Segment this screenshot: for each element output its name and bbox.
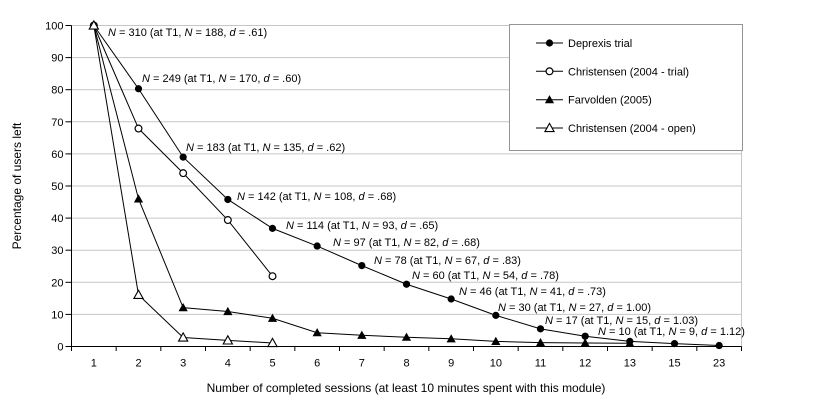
y-tick-label: 0	[57, 342, 63, 354]
y-tick-label: 20	[51, 277, 63, 289]
marker-deprexis-trial	[715, 341, 723, 350]
marker-farvolden-2005	[312, 328, 322, 337]
series-christensen-2004-open	[88, 19, 279, 348]
marker-deprexis-trial	[492, 311, 500, 319]
x-tick-label: 12	[579, 358, 591, 370]
legend-label: Christensen (2004 - open)	[568, 123, 696, 135]
marker-christensen-2004-open	[88, 19, 100, 30]
marker-christensen-2004-open	[266, 337, 279, 348]
marker-farvolden-2005	[178, 303, 188, 312]
data-label-annotation: N = 60 (at T1, N = 54, d = .78)	[412, 270, 559, 282]
x-tick-label: 8	[403, 358, 409, 370]
legend-entry-deprexis-trial: Deprexis trial	[536, 38, 632, 50]
data-label-annotation: N = 46 (at T1, N = 41, d = .73)	[459, 286, 606, 298]
marker-christensen-2004-trial	[268, 272, 277, 281]
data-label-annotation: N = 310 (at T1, N = 188, d = .61)	[108, 27, 267, 39]
x-tick-label: 4	[225, 358, 231, 370]
x-tick-label: 3	[180, 358, 186, 370]
x-tick-label: 5	[269, 358, 275, 370]
x-tick-label: 1	[91, 358, 97, 370]
y-axis-title: Percentage of users left	[10, 122, 24, 249]
marker-farvolden-2005	[491, 336, 501, 345]
y-tick-label: 90	[51, 53, 63, 65]
data-label-annotation: N = 142 (at T1, N = 108, d = .68)	[237, 191, 396, 203]
marker-deprexis-trial	[179, 153, 187, 161]
marker-deprexis-trial	[268, 224, 277, 232]
y-tick-label: 10	[51, 309, 63, 321]
data-label-annotation: N = 249 (at T1, N = 170, d = .60)	[142, 73, 301, 85]
x-tick-label: 6	[314, 358, 320, 370]
x-axis-title: Number of completed sessions (at least 1…	[207, 381, 606, 395]
y-tick-label: 70	[51, 117, 63, 129]
y-tick-label: 40	[51, 213, 63, 225]
data-label-annotation: N = 10 (at T1, N = 9, d = 1.12)	[598, 326, 745, 338]
data-label-annotation: N = 114 (at T1, N = 93, d = .65)	[286, 220, 438, 232]
marker-deprexis-trial	[358, 262, 366, 270]
legend-marker-open-triangle-icon	[543, 122, 556, 133]
marker-farvolden-2005	[401, 332, 412, 341]
y-tick-label: 60	[51, 149, 63, 161]
x-tick-label: 2	[135, 358, 141, 370]
x-tick-label: 7	[359, 358, 365, 370]
marker-farvolden-2005	[133, 194, 144, 203]
legend: Deprexis trial Christensen (2004 - trial)…	[509, 24, 743, 151]
legend-marker-filled-circle-icon	[545, 39, 554, 47]
marker-farvolden-2005	[580, 338, 590, 347]
marker-farvolden-2005	[446, 334, 456, 343]
marker-farvolden-2005	[267, 313, 278, 322]
marker-christensen-2004-trial	[134, 124, 143, 133]
data-label-annotation: N = 17 (at T1, N = 15, d = 1.03)	[545, 315, 698, 327]
legend-label: Deprexis trial	[568, 38, 632, 50]
legend-entry-farvolden-2005: Farvolden (2005)	[536, 95, 652, 107]
marker-deprexis-trial	[313, 242, 321, 250]
x-tick-label: 23	[713, 358, 725, 370]
data-label-annotation: N = 30 (at T1, N = 27, d = 1.00)	[498, 302, 651, 314]
marker-farvolden-2005	[535, 338, 546, 347]
data-label-annotation: N = 78 (at T1, N = 67, d = .83)	[374, 255, 521, 267]
marker-deprexis-trial	[402, 280, 411, 288]
y-tick-label: 50	[51, 181, 63, 193]
x-tick-label: 13	[624, 358, 636, 370]
marker-deprexis-trial	[134, 85, 143, 93]
legend-label: Christensen (2004 - trial)	[568, 66, 689, 78]
legend-entry-christensen-2004-open: Christensen (2004 - open)	[536, 122, 696, 135]
x-tick-label: 10	[490, 358, 502, 370]
marker-christensen-2004-open	[132, 289, 145, 299]
marker-deprexis-trial	[536, 325, 545, 333]
marker-christensen-2004-open	[177, 331, 189, 342]
marker-christensen-2004-trial	[179, 169, 188, 178]
marker-farvolden-2005	[357, 330, 367, 339]
y-tick-label: 80	[51, 85, 63, 97]
legend-label: Farvolden (2005)	[568, 95, 652, 107]
data-label-annotation: N = 97 (at T1, N = 82, d = .68)	[333, 237, 480, 249]
marker-deprexis-trial	[581, 332, 589, 340]
x-tick-label: 9	[448, 358, 454, 370]
marker-farvolden-2005	[625, 338, 635, 347]
x-tick-label: 15	[668, 358, 680, 370]
marker-deprexis-trial	[447, 295, 455, 303]
marker-deprexis-trial	[224, 195, 232, 204]
marker-farvolden-2005	[223, 306, 233, 316]
x-tick-label: 11	[535, 358, 546, 370]
y-tick-label: 100	[45, 21, 63, 33]
data-label-annotation: N = 183 (at T1, N = 135, d = .62)	[186, 142, 345, 154]
legend-marker-filled-triangle-icon	[544, 95, 555, 104]
y-tick-label: 30	[51, 245, 63, 257]
marker-christensen-2004-open	[222, 334, 234, 345]
legend-entry-christensen-2004-trial: Christensen (2004 - trial)	[536, 66, 689, 78]
legend-marker-open-circle-icon	[545, 67, 554, 76]
marker-deprexis-trial	[670, 340, 679, 348]
marker-christensen-2004-trial	[223, 216, 232, 225]
